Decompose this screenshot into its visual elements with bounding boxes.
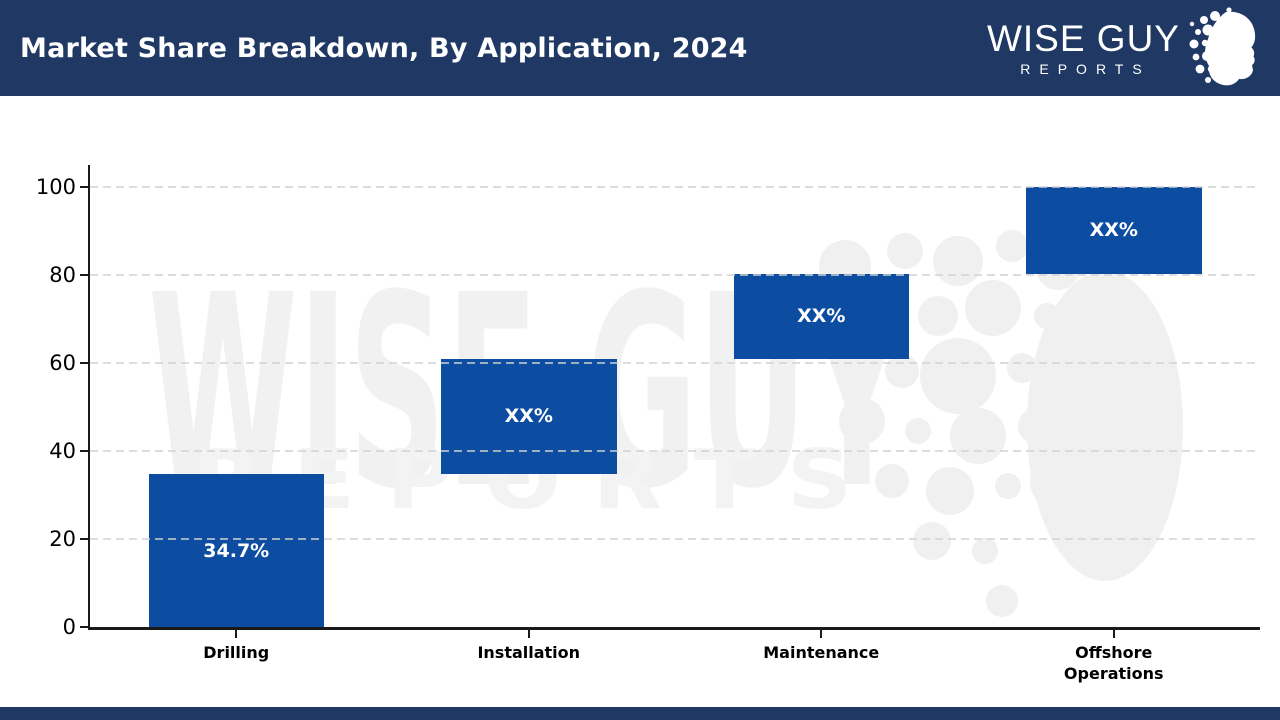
plot-area: 34.7% XX% XX% XX% bbox=[88, 165, 1260, 630]
y-tick-label-60: 60 bbox=[49, 351, 76, 375]
y-tick-label-20: 20 bbox=[49, 527, 76, 551]
y-tick-mark-20 bbox=[80, 538, 88, 540]
footer-bar bbox=[0, 707, 1280, 720]
bar-value-label: XX% bbox=[1089, 219, 1138, 242]
x-axis-label-maintenance: Maintenance bbox=[763, 643, 880, 662]
x-axis-label-drilling: Drilling bbox=[203, 643, 270, 662]
x-tick-mark-1 bbox=[235, 630, 238, 638]
logo-subtitle: REPORTS bbox=[1020, 61, 1151, 77]
bar-value-label: XX% bbox=[504, 405, 553, 428]
x-tick-mark-4 bbox=[1112, 630, 1115, 638]
wiseguy-head-icon bbox=[1189, 7, 1256, 86]
x-axis-label-offshore-operations: Offshore Operations bbox=[1063, 643, 1164, 683]
gridline-80 bbox=[90, 274, 1260, 276]
bar-installation: XX% bbox=[441, 358, 617, 475]
x-tick-mark-2 bbox=[527, 630, 530, 638]
bar-value-label: 34.7% bbox=[203, 539, 270, 562]
y-tick-label-40: 40 bbox=[49, 439, 76, 463]
y-tick-mark-60 bbox=[80, 362, 88, 364]
bar-value-label: XX% bbox=[797, 305, 846, 328]
y-tick-label-100: 100 bbox=[35, 175, 76, 199]
y-tick-label-0: 0 bbox=[62, 615, 76, 639]
header-bar: Market Share Breakdown, By Application, … bbox=[0, 0, 1280, 96]
y-tick-mark-40 bbox=[80, 450, 88, 452]
y-tick-label-80: 80 bbox=[49, 263, 76, 287]
bar-offshore-operations: XX% bbox=[1026, 187, 1202, 274]
x-tick-mark-3 bbox=[820, 630, 823, 638]
gridline-60 bbox=[90, 362, 1260, 364]
logo-wordmark: WISE GUY bbox=[986, 18, 1180, 59]
wiseguy-logo: WISE GUY REPORTS bbox=[987, 6, 1270, 90]
y-tick-mark-80 bbox=[80, 274, 88, 276]
bar-drilling: 34.7% bbox=[148, 474, 324, 627]
y-tick-mark-0 bbox=[80, 626, 88, 628]
y-tick-mark-100 bbox=[80, 186, 88, 188]
gridline-40 bbox=[90, 450, 1260, 452]
page-title: Market Share Breakdown, By Application, … bbox=[20, 32, 748, 64]
x-axis-label-installation: Installation bbox=[477, 643, 581, 662]
bar-maintenance: XX% bbox=[733, 273, 909, 359]
